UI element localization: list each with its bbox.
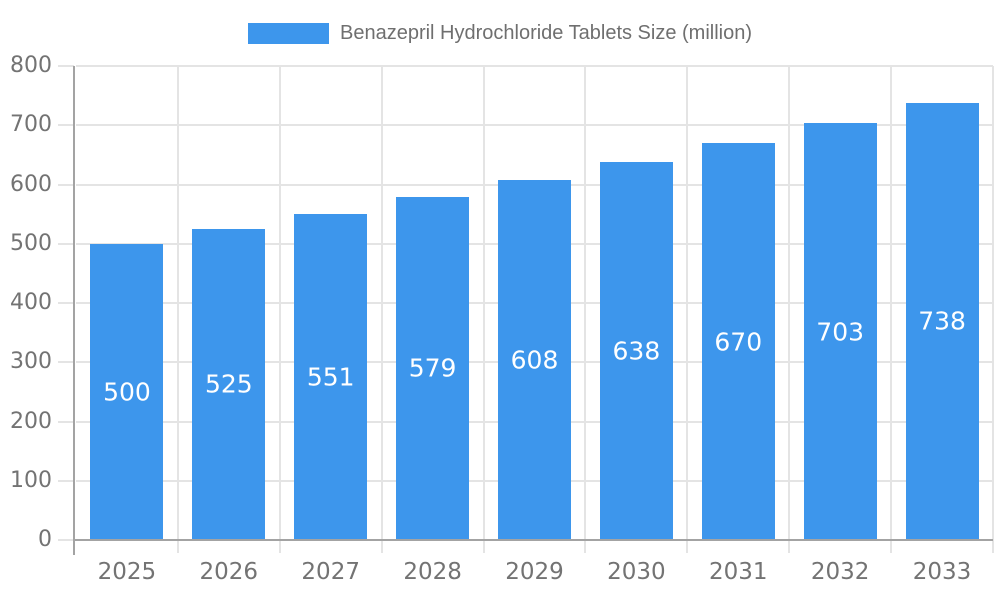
- legend-label: Benazepril Hydrochloride Tablets Size (m…: [339, 21, 753, 44]
- y-axis-label: 800: [10, 53, 52, 78]
- bar: 670: [701, 143, 775, 540]
- y-axis-label: 700: [10, 112, 52, 138]
- y-axis-tick: [58, 420, 74, 423]
- gridline-vertical: [686, 66, 689, 553]
- gridline-vertical: [584, 66, 587, 553]
- y-axis-label: 500: [10, 230, 52, 256]
- bar-value-label: 703: [816, 317, 865, 347]
- x-axis-label: 2025: [97, 559, 157, 585]
- bar: 525: [192, 228, 266, 540]
- bar-value-label: 608: [510, 345, 559, 375]
- bar: 608: [498, 179, 571, 540]
- gridline-vertical: [176, 66, 179, 553]
- x-axis-label: 2028: [403, 559, 462, 585]
- y-axis-tick: [58, 302, 74, 304]
- gridline-vertical: [992, 66, 994, 553]
- y-axis-label: 600: [10, 171, 52, 197]
- legend-swatch: [247, 22, 329, 44]
- bar: 738: [905, 102, 979, 540]
- x-axis-label: 2026: [199, 559, 259, 585]
- bar-value-label: 500: [103, 377, 151, 407]
- y-axis-tick: [58, 361, 74, 364]
- y-axis-tick: [58, 479, 74, 482]
- y-axis-label: 0: [38, 527, 52, 552]
- x-axis-label: 2029: [505, 559, 564, 585]
- bar: 551: [294, 213, 368, 540]
- bar-value-label: 551: [306, 362, 355, 392]
- bar: 703: [803, 123, 877, 540]
- x-axis-label: 2033: [912, 559, 972, 585]
- y-axis-tick: [58, 183, 74, 186]
- bar-value-label: 738: [918, 306, 966, 336]
- x-axis-label: 2027: [301, 559, 360, 585]
- gridline-horizontal: [76, 124, 993, 127]
- y-axis-tick: [58, 124, 74, 127]
- bar-value-label: 525: [204, 369, 253, 399]
- gridline-vertical: [278, 66, 281, 553]
- gridline-vertical: [890, 66, 893, 553]
- bar: 638: [599, 161, 673, 540]
- y-axis-tick: [58, 242, 74, 245]
- y-axis-label: 100: [10, 467, 52, 493]
- x-axis-label: 2031: [708, 559, 768, 585]
- x-axis-label: 2030: [607, 559, 666, 585]
- x-axis-line: [73, 539, 993, 541]
- y-axis-label: 400: [10, 290, 52, 315]
- y-axis-line: [73, 66, 75, 555]
- gridline-vertical: [482, 66, 485, 553]
- bar: 579: [396, 196, 470, 540]
- y-axis-label: 300: [10, 349, 52, 375]
- x-axis-label: 2032: [810, 559, 870, 585]
- bar-value-label: 670: [714, 327, 763, 356]
- gridline-vertical: [380, 66, 383, 553]
- bar-value-label: 638: [612, 336, 661, 366]
- bar: 500: [90, 243, 164, 540]
- y-axis-tick: [58, 539, 74, 541]
- y-axis-tick: [58, 65, 74, 67]
- gridline-horizontal: [76, 65, 993, 67]
- gridline-vertical: [788, 66, 791, 553]
- bar-value-label: 579: [408, 353, 457, 383]
- chart-legend: Benazepril Hydrochloride Tablets Size (m…: [0, 21, 1000, 45]
- y-axis-label: 200: [10, 408, 52, 434]
